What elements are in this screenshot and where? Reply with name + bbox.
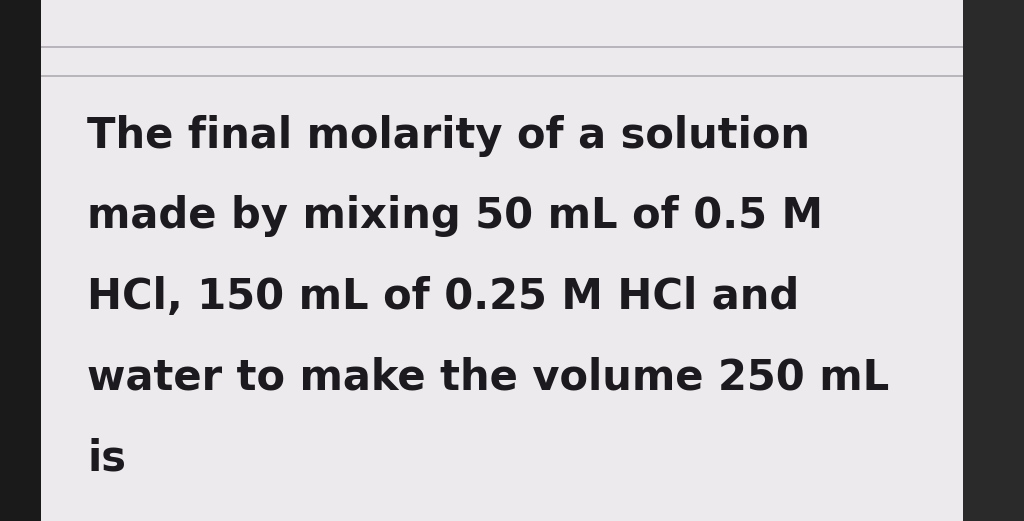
Text: made by mixing 50 mL of 0.5 M: made by mixing 50 mL of 0.5 M bbox=[87, 195, 823, 238]
Text: HCl, 150 mL of 0.25 M HCl and: HCl, 150 mL of 0.25 M HCl and bbox=[87, 276, 800, 318]
Bar bbox=[0, 0, 41, 521]
Text: The final molarity of a solution: The final molarity of a solution bbox=[87, 115, 810, 157]
Bar bbox=[41, 0, 963, 521]
Text: water to make the volume 250 mL: water to make the volume 250 mL bbox=[87, 357, 889, 399]
Text: is: is bbox=[87, 438, 126, 480]
Bar bbox=[963, 0, 1024, 521]
